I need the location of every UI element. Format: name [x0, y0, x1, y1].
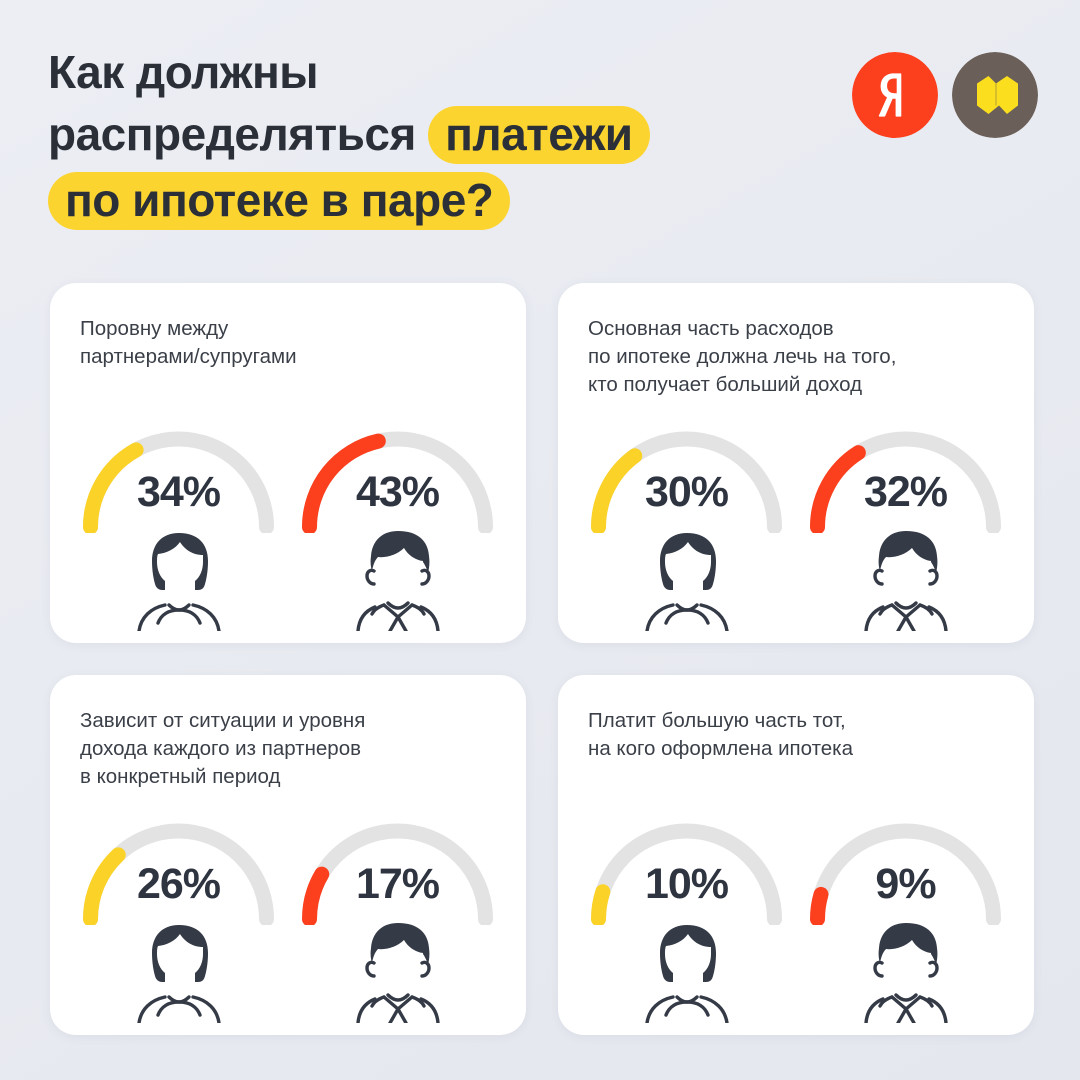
title-highlight-payments: платежи: [428, 106, 650, 164]
gauge-male: 43%: [295, 415, 500, 643]
male-avatar-icon: [863, 923, 948, 1023]
avatar-male: [344, 519, 452, 631]
title-line-1-text: Как должны: [48, 46, 319, 98]
male-avatar-icon: [863, 531, 948, 631]
avatar-female: [125, 911, 233, 1023]
stat-card: Основная часть расходов по ипотеке должн…: [558, 283, 1034, 643]
gauge-fill: [809, 886, 829, 925]
card-title: Платит большую часть тот, на кого оформл…: [588, 709, 853, 760]
female-avatar-icon: [136, 533, 221, 631]
avatar-male: [344, 911, 452, 1023]
avatar-female: [633, 519, 741, 631]
gauge-fill: [591, 884, 611, 925]
stat-card: Зависит от ситуации и уровня дохода кажд…: [50, 675, 526, 1035]
gauge-value-male: 17%: [355, 859, 440, 908]
male-avatar-icon: [355, 923, 440, 1023]
gauge-track: [591, 823, 782, 925]
gauge-pair: 10% 9%: [584, 807, 1008, 1035]
gauge-pair: 30% 32%: [584, 415, 1008, 643]
gauge-arc-female: [83, 431, 274, 533]
gauge-value-female: 34%: [136, 467, 221, 516]
card-title: Зависит от ситуации и уровня дохода кажд…: [80, 709, 366, 788]
gauge-arc-male: [809, 823, 1001, 925]
gauge-fill: [302, 433, 386, 533]
page-title: Как должны распределяться платежи по ипо…: [48, 42, 838, 230]
title-line-2-plain: распределяться: [48, 108, 429, 160]
gauge-arc-female: [591, 431, 782, 533]
gauge-male: 9%: [803, 807, 1008, 1035]
gauge-value-female: 30%: [644, 467, 729, 516]
header: Как должны распределяться платежи по ипо…: [48, 42, 1038, 252]
gauge-arc-female: [591, 823, 782, 925]
title-line-1: Как должны: [48, 42, 838, 102]
domclick-logo[interactable]: [952, 52, 1038, 138]
title-line-3: по ипотеке в паре?: [48, 170, 838, 230]
gauge-fill: [302, 866, 330, 925]
gauge-value-male: 9%: [875, 859, 936, 908]
card-grid: Поровну между партнерами/супругами 34% 43…: [50, 283, 1034, 1035]
title-highlight-mortgage: по ипотеке в паре?: [48, 172, 511, 230]
gauge-value-female: 26%: [136, 859, 221, 908]
female-avatar-icon: [136, 925, 221, 1023]
gauge-male: 17%: [295, 807, 500, 1035]
avatar-male: [852, 911, 960, 1023]
card-title: Поровну между партнерами/супругами: [80, 317, 297, 368]
gauge-pair: 26% 17%: [76, 807, 500, 1035]
stat-card: Поровну между партнерами/супругами 34% 43…: [50, 283, 526, 643]
gauge-value-male: 43%: [355, 467, 440, 516]
gauge-female: 26%: [76, 807, 281, 1035]
gauge-fill: [83, 847, 126, 925]
female-avatar-icon: [644, 533, 729, 631]
title-line-2: распределяться платежи: [48, 104, 838, 164]
avatar-male: [852, 519, 960, 631]
yandex-logo[interactable]: [852, 52, 938, 138]
avatar-female: [633, 911, 741, 1023]
gauge-male: 32%: [803, 415, 1008, 643]
gauge-female: 10%: [584, 807, 789, 1035]
gauge-fill: [83, 442, 144, 533]
gauge-arc-male: [302, 823, 493, 925]
logo-group: [852, 52, 1038, 138]
gauge-arc-male: [302, 431, 493, 533]
avatar-female: [125, 519, 233, 631]
card-title: Основная часть расходов по ипотеке должн…: [588, 317, 897, 396]
gauge-female: 30%: [584, 415, 789, 643]
gauge-track: [810, 823, 1001, 925]
male-avatar-icon: [355, 531, 440, 631]
gauge-value-female: 10%: [644, 859, 729, 908]
gauge-arc-male: [810, 431, 1001, 533]
female-avatar-icon: [644, 925, 729, 1023]
gauge-value-male: 32%: [863, 467, 948, 516]
stat-card: Платит большую часть тот, на кого оформл…: [558, 675, 1034, 1035]
gauge-female: 34%: [76, 415, 281, 643]
gauge-fill: [591, 448, 643, 533]
gauge-arc-female: [83, 823, 274, 925]
gauge-pair: 34% 43%: [76, 415, 500, 643]
gauge-fill: [810, 445, 866, 533]
